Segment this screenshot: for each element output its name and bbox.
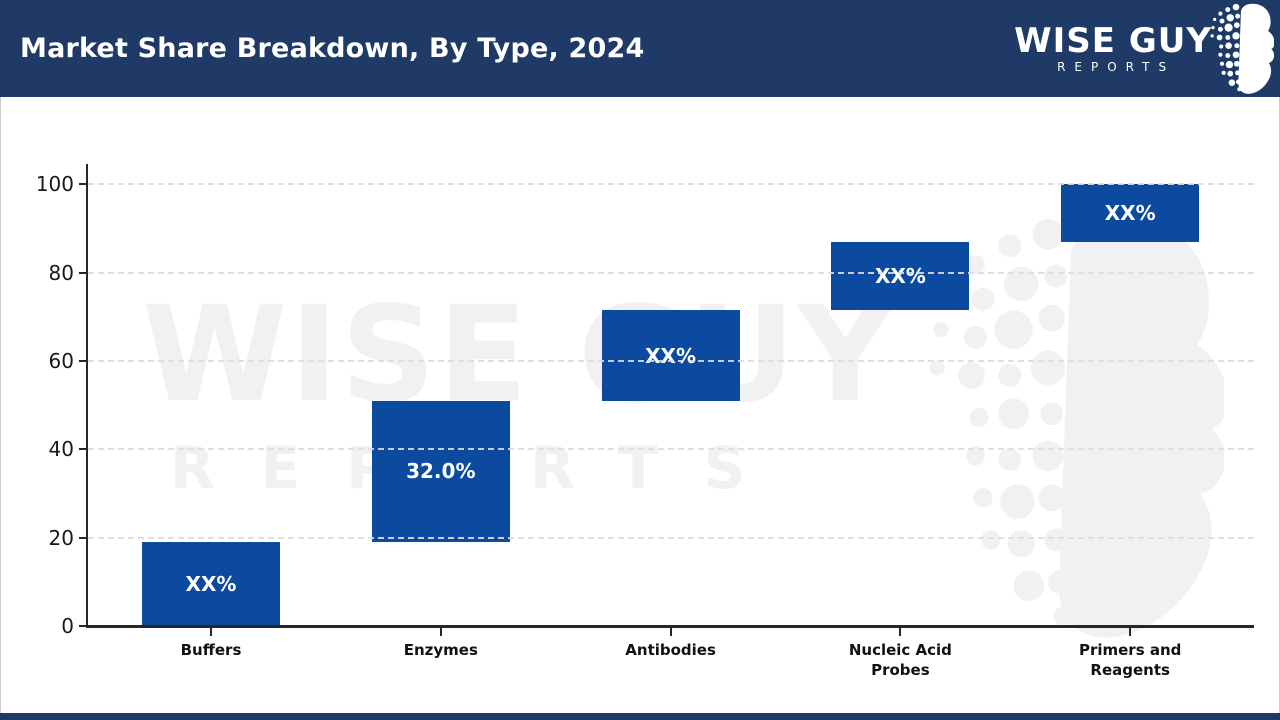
bar-value-label: XX% (874, 264, 926, 289)
bar-value-label: XX% (645, 343, 697, 368)
gridline-20 (88, 536, 1254, 539)
x-category-label-enzymes: Enzymes (403, 641, 478, 659)
bar-antibodies: XX% (601, 310, 740, 401)
bar-value-label: XX% (1104, 201, 1156, 226)
bar-primers-and-reagents: XX% (1061, 184, 1200, 242)
gridline-60 (88, 360, 1254, 363)
gridline-40 (88, 448, 1254, 451)
x-axis-line (86, 625, 1254, 628)
brand-face-icon (1198, 3, 1274, 95)
y-tick-mark (79, 271, 88, 274)
bar-nucleic-acid-probes: XX% (831, 241, 970, 311)
brand-name: WISE GUY (1014, 21, 1212, 61)
y-tick-mark (79, 183, 88, 186)
y-tick-mark (79, 360, 88, 363)
y-tick-label: 0 (61, 614, 74, 638)
y-tick-mark (79, 625, 88, 627)
y-tick-label: 100 (35, 172, 74, 197)
x-tick-mark (210, 628, 212, 636)
y-tick-label: 80 (48, 260, 74, 285)
brand-tagline: REPORTS (1057, 60, 1176, 74)
x-category-label-buffers: Buffers (180, 641, 242, 659)
x-category-label-antibodies: Antibodies (625, 641, 716, 659)
x-tick-mark (899, 628, 902, 636)
bar-enzymes: 32.0% (371, 400, 510, 543)
bar-value-label: 32.0% (406, 459, 476, 484)
y-tick-label: 60 (48, 349, 74, 374)
y-tick-mark (79, 536, 88, 539)
y-axis-line (86, 164, 88, 628)
header: Market Share Breakdown, By Type, 2024 WI… (0, 0, 1280, 97)
bar-buffers: XX% (142, 542, 280, 626)
y-tick-label: 20 (48, 525, 74, 550)
x-tick-mark (669, 628, 672, 636)
brand-text: WISE GUY REPORTS (1014, 24, 1212, 73)
y-tick-label: 40 (48, 437, 74, 462)
gridline-100 (88, 183, 1254, 186)
x-tick-mark (1129, 628, 1132, 636)
footer-bar (0, 713, 1280, 720)
x-category-label-primers-and-reagents: Primers and Reagents (1078, 641, 1182, 680)
brand-logo: WISE GUY REPORTS (1014, 3, 1274, 95)
gridline-80 (88, 271, 1254, 274)
x-category-label-nucleic-acid-probes: Nucleic Acid Probes (848, 641, 952, 680)
y-tick-mark (79, 448, 88, 451)
page-title: Market Share Breakdown, By Type, 2024 (20, 33, 645, 64)
bar-value-label: XX% (185, 572, 237, 597)
x-tick-mark (439, 628, 442, 636)
